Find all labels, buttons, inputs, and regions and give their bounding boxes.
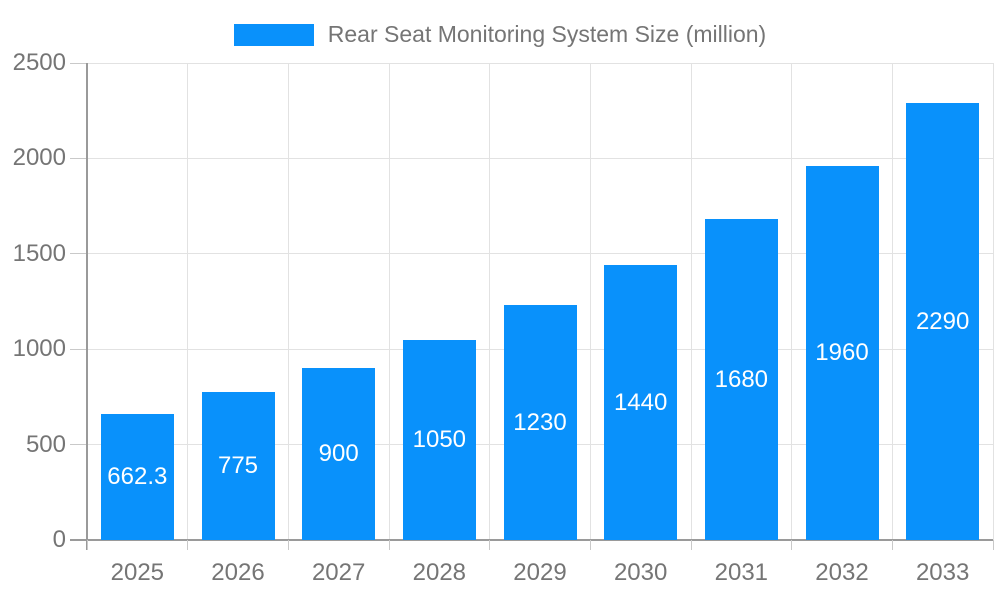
bar-value-label: 662.3	[107, 462, 168, 490]
gridline-vertical	[891, 63, 893, 540]
y-axis-label: 0	[52, 526, 66, 553]
gridline-vertical	[388, 63, 390, 540]
bar-value-label: 775	[217, 452, 259, 480]
x-axis-tick	[187, 540, 189, 550]
x-axis-label-2026: 2026	[211, 559, 265, 586]
x-axis-line	[70, 539, 993, 541]
gridline-vertical	[992, 63, 994, 540]
gridline-horizontal	[87, 253, 993, 255]
x-axis-label-2025: 2025	[110, 559, 165, 586]
x-axis-tick	[791, 540, 793, 550]
bar-2027[interactable]: 900	[302, 368, 376, 540]
y-axis-label: 500	[25, 430, 66, 458]
x-axis-tick	[992, 540, 994, 550]
legend-label: Rear Seat Monitoring System Size (millio…	[327, 21, 767, 47]
y-axis-label: 1500	[12, 239, 66, 267]
y-axis-tick	[70, 348, 86, 350]
bar-2032[interactable]: 1960	[805, 166, 879, 540]
y-axis-label: 2000	[12, 144, 66, 172]
y-axis-tick	[70, 253, 86, 255]
y-axis-tick	[70, 157, 86, 159]
bar-2025[interactable]: 662.3	[100, 413, 174, 540]
bar-value-label: 1050	[412, 425, 467, 453]
y-axis-line	[86, 63, 88, 550]
bar-value-label: 1960	[815, 339, 869, 366]
gridline-horizontal	[87, 62, 993, 64]
gridline-vertical	[187, 63, 189, 540]
bar-value-label: 1230	[513, 408, 567, 436]
x-axis-label-2028: 2028	[412, 559, 467, 586]
x-axis-tick	[589, 540, 591, 550]
x-axis-tick	[690, 540, 692, 550]
y-axis-label: 2500	[12, 49, 66, 76]
x-axis-tick	[891, 540, 893, 550]
x-axis-label-2027: 2027	[311, 559, 366, 586]
gridline-vertical	[690, 63, 692, 540]
x-axis-label-2031: 2031	[714, 559, 769, 586]
bar-value-label: 1680	[714, 365, 769, 393]
x-axis-tick	[489, 540, 491, 550]
x-axis-tick	[287, 540, 289, 550]
y-axis-label: 1000	[12, 335, 66, 363]
bar-2031[interactable]: 1680	[704, 219, 778, 540]
x-axis-tick	[86, 540, 88, 550]
y-axis-tick	[70, 62, 86, 64]
gridline-horizontal	[87, 157, 993, 159]
legend[interactable]: Rear Seat Monitoring System Size (millio…	[0, 21, 1000, 48]
x-axis-label-2033: 2033	[915, 559, 970, 586]
bar-value-label: 2290	[915, 307, 970, 335]
bar-2030[interactable]: 1440	[604, 265, 678, 540]
gridline-vertical	[589, 63, 591, 540]
gridline-vertical	[287, 63, 289, 540]
bar-2028[interactable]: 1050	[402, 339, 476, 540]
x-axis-label-2029: 2029	[513, 559, 567, 586]
x-axis-tick	[388, 540, 390, 550]
bar-value-label: 1440	[613, 388, 668, 416]
bar-2029[interactable]: 1230	[503, 305, 577, 540]
legend-swatch	[233, 23, 314, 46]
bar-value-label: 900	[318, 440, 359, 468]
bar-2026[interactable]: 775	[201, 392, 275, 540]
x-axis-label-2030: 2030	[613, 559, 668, 586]
y-axis-tick	[70, 444, 86, 446]
gridline-vertical	[489, 63, 491, 540]
bar-2033[interactable]: 2290	[906, 103, 980, 540]
gridline-vertical	[791, 63, 793, 540]
x-axis-label-2032: 2032	[815, 559, 869, 586]
